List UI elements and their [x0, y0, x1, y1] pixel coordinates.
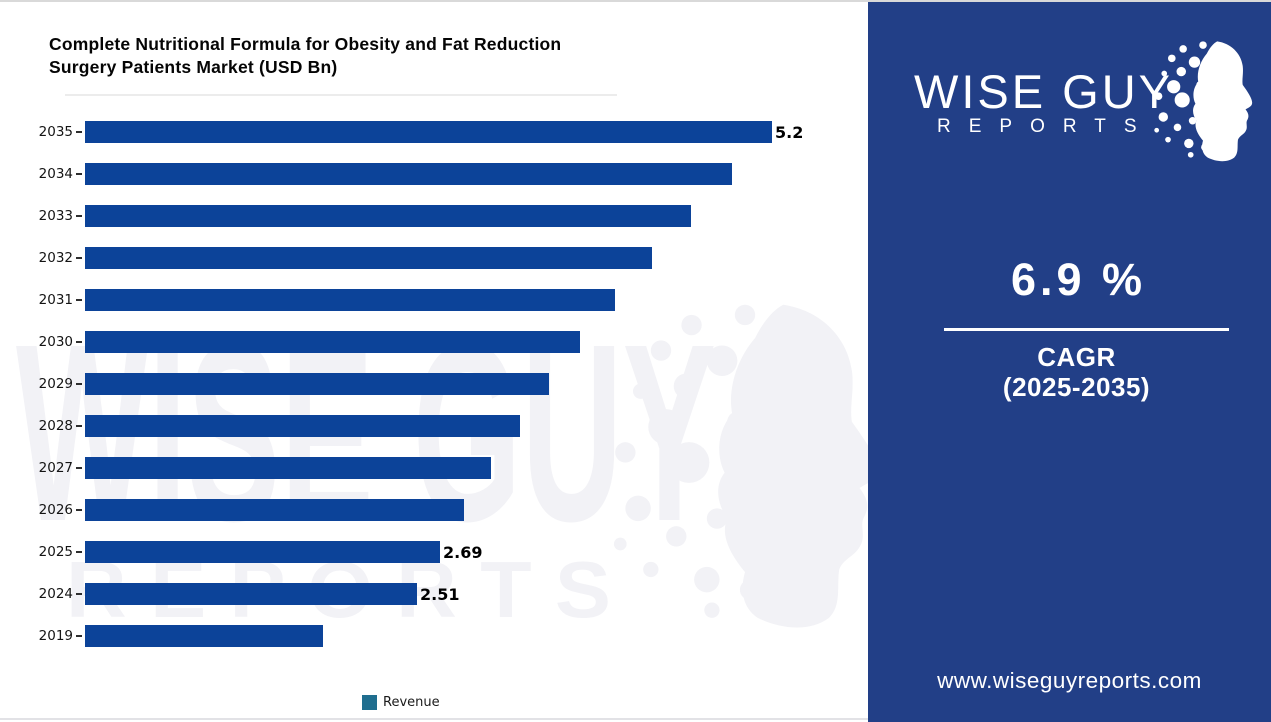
y-axis-tick [76, 215, 82, 217]
y-axis-label-2027: 2027 [38, 460, 73, 476]
y-axis-tick [76, 425, 82, 427]
revenue-bar-2024 [85, 583, 417, 605]
revenue-bar-2032 [85, 247, 652, 269]
revenue-bar-2019 [85, 625, 323, 647]
bar-value-label-2025: 2.69 [443, 542, 483, 562]
cagr-divider [944, 328, 1229, 331]
website-url: www.wiseguyreports.com [937, 668, 1202, 693]
chart-row-2027: 2027 [0, 447, 868, 489]
y-axis-tick [76, 635, 82, 637]
y-axis-tick [76, 173, 82, 175]
chart-title: Complete Nutritional Formula for Obesity… [49, 33, 689, 79]
revenue-bar-2026 [85, 499, 464, 521]
cagr-label-line1: CAGR [1037, 342, 1116, 372]
y-axis-tick [76, 467, 82, 469]
revenue-bar-2034 [85, 163, 732, 185]
y-axis-tick [76, 509, 82, 511]
dotted-head-profile-icon [1154, 41, 1253, 162]
chart-row-2026: 2026 [0, 489, 868, 531]
y-axis-label-2032: 2032 [38, 250, 73, 266]
y-axis-tick [76, 593, 82, 595]
chart-row-2035: 2035 5.2 [0, 111, 868, 153]
legend-swatch-revenue [362, 695, 377, 710]
y-axis-label-2024: 2024 [38, 586, 73, 602]
cagr-label-line2: (2025-2035) [1002, 372, 1151, 402]
y-axis-tick [76, 131, 82, 133]
bar-plot: 2035 5.2 2034 2033 2032 2031 2030 2029 2028 2027 2… [0, 111, 868, 657]
bar-value-label-2035: 5.2 [775, 122, 804, 142]
chart-row-2034: 2034 [0, 153, 868, 195]
chart-area: WISE GUY R E P O R T S Complete Nutritio… [0, 2, 868, 720]
y-axis-tick [76, 383, 82, 385]
chart-row-2031: 2031 [0, 279, 868, 321]
y-axis-tick [76, 551, 82, 553]
legend-label: Revenue [383, 695, 440, 710]
revenue-bar-2031 [85, 289, 615, 311]
chart-row-2032: 2032 [0, 237, 868, 279]
y-axis-label-2035: 2035 [38, 124, 73, 140]
title-divider [65, 94, 617, 96]
chart-title-line2: Surgery Patients Market (USD Bn) [49, 57, 338, 77]
revenue-bar-2033 [85, 205, 691, 227]
y-axis-label-2031: 2031 [38, 292, 73, 308]
y-axis-label-2033: 2033 [38, 208, 73, 224]
y-axis-label-2030: 2030 [38, 334, 73, 350]
chart-row-2025: 2025 2.69 [0, 531, 868, 573]
y-axis-tick [76, 257, 82, 259]
bar-value-label-2024: 2.51 [420, 584, 460, 604]
chart-row-2033: 2033 [0, 195, 868, 237]
y-axis-label-2029: 2029 [38, 376, 73, 392]
cagr-label: CAGR (2025-2035) [868, 342, 1271, 402]
y-axis-label-2019: 2019 [38, 628, 73, 644]
cagr-value: 6.9 % [1010, 254, 1147, 305]
y-axis-label-2028: 2028 [38, 418, 73, 434]
revenue-bar-2025 [85, 541, 440, 563]
chart-row-2019: 2019 [0, 615, 868, 657]
wiseguy-logo: WISE GUY REPORTS [868, 2, 1271, 202]
chart-row-2024: 2024 2.51 [0, 573, 868, 615]
revenue-bar-2029 [85, 373, 549, 395]
y-axis-tick [76, 299, 82, 301]
revenue-bar-2035 [85, 121, 772, 143]
logo-text-wise-guy: WISE GUY [914, 65, 1174, 118]
chart-row-2028: 2028 [0, 405, 868, 447]
y-axis-label-2026: 2026 [38, 502, 73, 518]
legend: Revenue [362, 695, 440, 710]
y-axis-label-2034: 2034 [38, 166, 73, 182]
chart-row-2030: 2030 [0, 321, 868, 363]
chart-row-2029: 2029 [0, 363, 868, 405]
chart-title-line1: Complete Nutritional Formula for Obesity… [49, 34, 562, 54]
revenue-bar-2027 [85, 457, 491, 479]
y-axis-label-2025: 2025 [38, 544, 73, 560]
logo-text-reports: REPORTS [937, 116, 1155, 137]
revenue-bar-2028 [85, 415, 520, 437]
sidebar: WISE GUY REPORTS 6.9 % CAGR (2025-2035) [868, 2, 1271, 722]
revenue-bar-2030 [85, 331, 580, 353]
y-axis-tick [76, 341, 82, 343]
